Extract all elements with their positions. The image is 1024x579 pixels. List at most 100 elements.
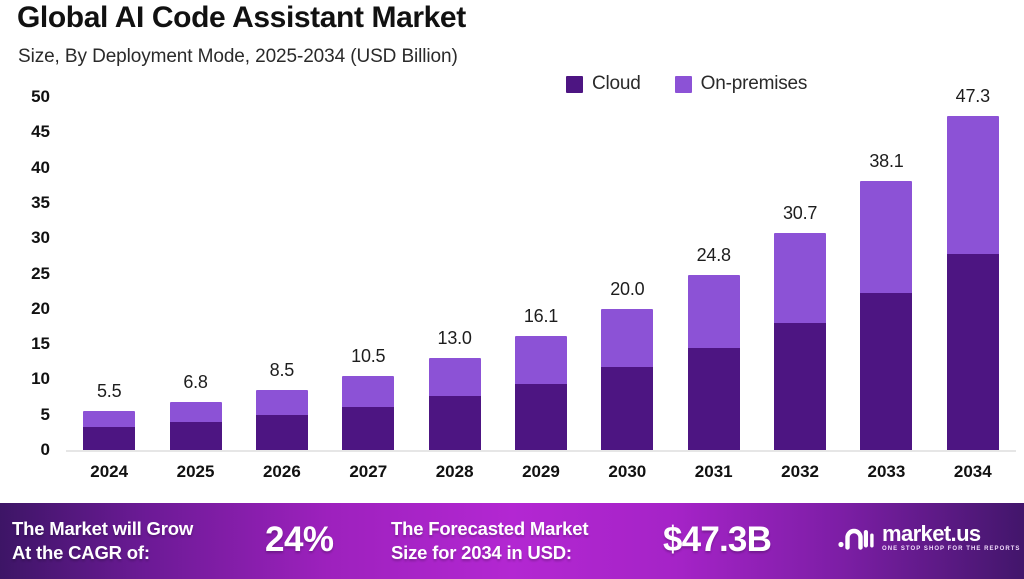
- footer-forecast-label: The Forecasted Market Size for 2034 in U…: [391, 517, 656, 566]
- stacked-bar[interactable]: [169, 402, 222, 450]
- footer-cagr-label-line1: The Market will Grow: [12, 518, 194, 539]
- y-axis-tick-label: 20: [31, 298, 50, 318]
- y-axis-tick-label: 30: [31, 228, 50, 248]
- legend-item[interactable]: On-premises: [674, 73, 808, 95]
- bar-group[interactable]: 30.7 2032: [757, 0, 843, 500]
- bar-segment-on-premises[interactable]: [601, 308, 654, 367]
- footer-cagr-label-line2: At the CAGR of:: [12, 542, 150, 564]
- page-title: Global AI Code Assistant Market: [17, 1, 466, 34]
- stacked-bar[interactable]: [514, 336, 567, 450]
- x-axis-tick-label: 2025: [176, 462, 215, 481]
- bar-series-container: 5.5 2024 6.8 2025 8.5 2026 10.5 2027 13.0 2028 16.…: [66, 0, 1016, 500]
- bar-segment-cloud[interactable]: [514, 383, 567, 450]
- bar-segment-cloud[interactable]: [687, 347, 740, 450]
- y-axis-tick-label: 15: [31, 334, 50, 354]
- bar-segment-on-premises[interactable]: [428, 358, 481, 397]
- y-axis-tick-label: 35: [31, 192, 50, 212]
- bar-group[interactable]: 5.5 2024: [66, 0, 152, 500]
- bar-value-label: 47.3: [955, 86, 990, 107]
- bar-value-label: 8.5: [269, 359, 295, 380]
- bar-value-label: 13.0: [437, 328, 472, 349]
- y-axis-tick-label: 5: [40, 404, 50, 424]
- bar-segment-cloud[interactable]: [83, 427, 136, 450]
- bar-segment-cloud[interactable]: [428, 396, 481, 450]
- logo-tagline: ONE STOP SHOP FOR THE REPORTS: [882, 546, 1021, 553]
- bar-segment-on-premises[interactable]: [169, 402, 222, 422]
- y-axis-tick-label: 50: [31, 87, 50, 106]
- bar-group[interactable]: 38.1 2033: [843, 0, 929, 500]
- bar-value-label: 24.8: [696, 244, 731, 265]
- bar-segment-on-premises[interactable]: [946, 116, 999, 254]
- y-axis-tick-label: 40: [31, 157, 50, 177]
- bar-group[interactable]: 16.1 2029: [498, 0, 584, 500]
- stacked-bar[interactable]: [687, 274, 740, 450]
- bar-group[interactable]: 6.8 2025: [152, 0, 238, 500]
- legend-label: On-premises: [700, 73, 808, 94]
- bar-group[interactable]: 47.3 2034: [930, 0, 1016, 500]
- stacked-bar[interactable]: [428, 358, 481, 450]
- footer-cagr-value: 24%: [265, 520, 334, 559]
- stacked-bar[interactable]: [83, 411, 136, 450]
- plot-area: 0 5 10 15 20 25 30 35 40 45 50 5.5 2024 6.8 2025 8.5 20…: [0, 0, 1016, 500]
- bar-segment-cloud[interactable]: [774, 322, 827, 450]
- x-axis-tick-label: 2024: [90, 462, 129, 481]
- footer-forecast-label-line2: Size for 2034 in USD:: [391, 542, 572, 564]
- bar-segment-cloud[interactable]: [601, 366, 654, 450]
- bar-group[interactable]: 20.0 2030: [584, 0, 670, 500]
- stacked-bar[interactable]: [860, 181, 913, 450]
- x-axis-tick-label: 2033: [867, 462, 906, 481]
- bar-group[interactable]: 10.5 2027: [325, 0, 411, 500]
- bar-value-label: 30.7: [782, 203, 818, 224]
- bar-segment-on-premises[interactable]: [774, 233, 827, 323]
- y-axis-tick-label: 10: [31, 369, 50, 389]
- bar-segment-on-premises[interactable]: [860, 181, 913, 294]
- x-axis-baseline: [66, 450, 1016, 452]
- bar-group[interactable]: 13.0 2028: [411, 0, 497, 500]
- bar-segment-on-premises[interactable]: [687, 274, 740, 348]
- bar-value-label: 38.1: [869, 151, 904, 171]
- stacked-bar[interactable]: [946, 116, 999, 450]
- bar-segment-on-premises[interactable]: [255, 390, 308, 415]
- stacked-bar[interactable]: [342, 375, 395, 450]
- bar-segment-cloud[interactable]: [946, 253, 999, 450]
- bar-segment-cloud[interactable]: [255, 414, 308, 450]
- x-axis-tick-label: 2029: [522, 462, 560, 481]
- bar-segment-on-premises[interactable]: [83, 411, 136, 428]
- bar-value-label: 20.0: [610, 278, 645, 299]
- market-us-logo-icon: [838, 529, 874, 551]
- bar-value-label: 16.1: [523, 306, 559, 327]
- chart-subtitle: Size, By Deployment Mode, 2025-2034 (USD…: [18, 46, 458, 67]
- stacked-bar[interactable]: [601, 308, 654, 450]
- footer-banner: The Market will Grow At the CAGR of: 24%…: [0, 503, 1024, 579]
- y-axis-tick-label: 45: [31, 122, 50, 142]
- footer-cagr-label: The Market will Grow At the CAGR of:: [12, 517, 262, 566]
- bar-segment-on-premises[interactable]: [342, 375, 395, 407]
- x-axis-tick-label: 2026: [262, 462, 301, 481]
- y-axis: 0 5 10 15 20 25 30 35 40 45 50: [0, 0, 64, 500]
- brand-logo[interactable]: market.us ONE STOP SHOP FOR THE REPORTS: [838, 522, 1020, 555]
- y-axis-tick-label: 0: [40, 440, 50, 459]
- bar-segment-cloud[interactable]: [342, 406, 395, 450]
- bar-segment-on-premises[interactable]: [514, 336, 567, 384]
- footer-forecast-value: $47.3B: [663, 520, 772, 559]
- logo-text: market.us ONE STOP SHOP FOR THE REPORTS: [882, 522, 1020, 555]
- bar-value-label: 5.5: [96, 381, 122, 402]
- x-axis-tick-label: 2027: [349, 462, 388, 481]
- chart-legend: Cloud On-premises: [566, 73, 807, 95]
- x-axis-tick-label: 2032: [781, 462, 819, 481]
- stacked-bar[interactable]: [255, 390, 308, 450]
- x-axis-tick-label: 2028: [435, 462, 474, 481]
- x-axis-tick-label: 2031: [694, 462, 733, 481]
- square-swatch-icon: [566, 75, 583, 93]
- bar-group[interactable]: 24.8 2031: [671, 0, 757, 500]
- bar-segment-cloud[interactable]: [860, 293, 913, 450]
- chart-header: Global AI Code Assistant Market Size, By…: [0, 0, 1024, 76]
- logo-wordmark: market.us: [882, 521, 981, 546]
- square-swatch-icon: [674, 75, 692, 93]
- legend-item[interactable]: Cloud: [566, 73, 641, 95]
- bar-value-label: 6.8: [183, 371, 208, 392]
- bar-group[interactable]: 8.5 2026: [239, 0, 325, 500]
- bar-segment-cloud[interactable]: [169, 421, 222, 450]
- stacked-bar[interactable]: [774, 233, 827, 450]
- x-axis-tick-label: 2034: [953, 462, 992, 481]
